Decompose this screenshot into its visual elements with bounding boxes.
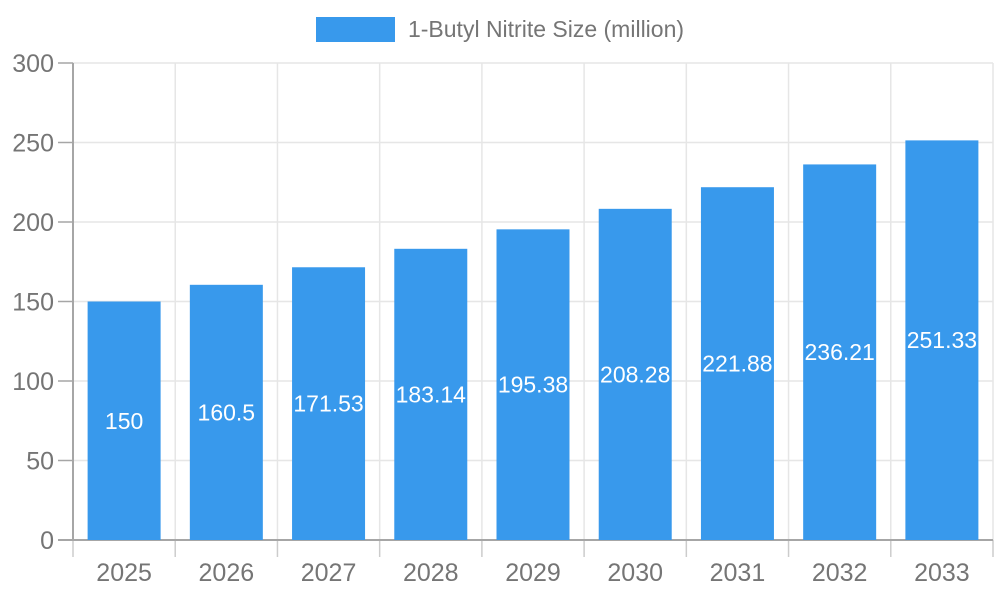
bar-2033[interactable] [905,140,979,540]
bar-value-label: 150 [105,408,143,434]
bar-2030[interactable] [598,208,672,541]
y-tick-label: 0 [40,527,54,555]
x-tick-label: 2029 [505,559,561,587]
bar-value-label: 195.38 [498,372,568,398]
bar-value-label: 251.33 [907,327,977,353]
y-tick-label: 300 [12,50,54,78]
x-tick-label: 2027 [301,559,357,587]
bar-value-label: 236.21 [804,339,874,365]
legend-label: 1-Butyl Nitrite Size (million) [407,16,685,42]
x-tick-label: 2028 [403,559,459,587]
x-tick-label: 2033 [914,559,970,587]
bar-2026[interactable] [189,284,263,540]
bar-value-label: 208.28 [600,361,670,387]
bar-2032[interactable] [803,164,877,541]
bar-2028[interactable] [394,248,468,540]
y-tick-label: 250 [12,130,54,158]
y-tick-label: 100 [12,368,54,396]
x-tick-label: 2030 [607,559,663,587]
bar-value-label: 171.53 [293,391,363,417]
bar-value-label: 160.5 [198,399,256,425]
bar-2025[interactable] [87,301,161,541]
bar-2031[interactable] [700,187,774,540]
bar-2027[interactable] [292,267,366,540]
x-tick-label: 2032 [812,559,868,587]
y-tick-label: 200 [12,209,54,237]
x-tick-label: 2025 [96,559,152,587]
legend-swatch [315,17,395,42]
bar-2029[interactable] [496,229,570,540]
bar-value-label: 221.88 [702,351,772,377]
bar-value-label: 183.14 [396,381,467,407]
legend-item[interactable]: 1-Butyl Nitrite Size (million) [0,17,1000,42]
y-tick-label: 150 [12,289,54,317]
y-tick-label: 50 [26,448,54,476]
x-tick-label: 2026 [199,559,255,587]
x-tick-label: 2031 [710,559,766,587]
